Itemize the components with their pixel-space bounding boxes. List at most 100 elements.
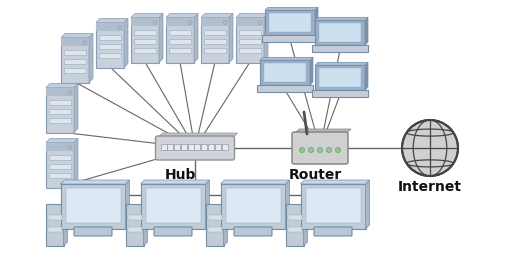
- Polygon shape: [61, 180, 129, 184]
- Polygon shape: [124, 18, 128, 68]
- FancyBboxPatch shape: [166, 17, 194, 26]
- FancyBboxPatch shape: [99, 53, 121, 58]
- FancyBboxPatch shape: [315, 20, 365, 45]
- Polygon shape: [315, 7, 318, 35]
- Polygon shape: [365, 62, 368, 90]
- FancyBboxPatch shape: [306, 188, 361, 223]
- Circle shape: [309, 148, 314, 153]
- Circle shape: [188, 21, 192, 25]
- Circle shape: [402, 120, 458, 176]
- FancyBboxPatch shape: [208, 214, 222, 220]
- Circle shape: [258, 21, 262, 25]
- FancyBboxPatch shape: [181, 144, 187, 150]
- Circle shape: [318, 148, 323, 153]
- FancyBboxPatch shape: [319, 68, 361, 87]
- FancyBboxPatch shape: [49, 109, 71, 114]
- FancyBboxPatch shape: [64, 59, 86, 64]
- FancyBboxPatch shape: [312, 45, 368, 52]
- FancyBboxPatch shape: [127, 227, 141, 232]
- FancyBboxPatch shape: [161, 144, 167, 150]
- FancyBboxPatch shape: [134, 48, 156, 53]
- FancyBboxPatch shape: [169, 30, 191, 35]
- FancyBboxPatch shape: [47, 227, 62, 232]
- FancyBboxPatch shape: [64, 50, 86, 55]
- FancyBboxPatch shape: [312, 90, 368, 97]
- FancyBboxPatch shape: [49, 118, 71, 122]
- FancyBboxPatch shape: [49, 155, 71, 160]
- FancyBboxPatch shape: [49, 164, 71, 169]
- FancyBboxPatch shape: [134, 30, 156, 35]
- FancyBboxPatch shape: [66, 188, 121, 223]
- FancyBboxPatch shape: [221, 184, 285, 229]
- FancyBboxPatch shape: [257, 85, 313, 92]
- FancyBboxPatch shape: [239, 39, 261, 44]
- Circle shape: [223, 21, 227, 25]
- FancyBboxPatch shape: [300, 184, 366, 229]
- Polygon shape: [46, 139, 78, 143]
- Polygon shape: [143, 200, 147, 246]
- FancyBboxPatch shape: [61, 37, 89, 46]
- FancyBboxPatch shape: [208, 227, 222, 232]
- Circle shape: [118, 26, 122, 30]
- FancyBboxPatch shape: [140, 184, 206, 229]
- FancyBboxPatch shape: [46, 143, 74, 187]
- FancyBboxPatch shape: [208, 144, 214, 150]
- FancyBboxPatch shape: [174, 144, 180, 150]
- FancyBboxPatch shape: [262, 35, 318, 42]
- Polygon shape: [264, 13, 268, 63]
- FancyBboxPatch shape: [74, 227, 112, 236]
- Polygon shape: [260, 57, 313, 60]
- FancyBboxPatch shape: [222, 144, 227, 150]
- FancyBboxPatch shape: [236, 17, 264, 26]
- Text: Internet: Internet: [398, 180, 462, 194]
- Polygon shape: [194, 13, 198, 63]
- Polygon shape: [236, 13, 268, 17]
- Circle shape: [335, 148, 340, 153]
- FancyBboxPatch shape: [99, 44, 121, 49]
- FancyBboxPatch shape: [134, 39, 156, 44]
- FancyBboxPatch shape: [156, 136, 234, 160]
- FancyBboxPatch shape: [96, 22, 124, 31]
- FancyBboxPatch shape: [204, 39, 226, 44]
- Text: Hub: Hub: [164, 168, 196, 182]
- FancyBboxPatch shape: [314, 227, 352, 236]
- FancyBboxPatch shape: [131, 17, 159, 63]
- Polygon shape: [365, 17, 368, 45]
- Polygon shape: [158, 133, 237, 138]
- Polygon shape: [229, 13, 233, 63]
- FancyBboxPatch shape: [287, 227, 301, 232]
- Polygon shape: [74, 139, 78, 187]
- Circle shape: [68, 145, 72, 149]
- FancyBboxPatch shape: [167, 144, 173, 150]
- Circle shape: [153, 21, 157, 25]
- FancyBboxPatch shape: [188, 144, 193, 150]
- FancyBboxPatch shape: [49, 100, 71, 105]
- FancyBboxPatch shape: [319, 23, 361, 42]
- FancyBboxPatch shape: [260, 60, 310, 85]
- Polygon shape: [300, 180, 370, 184]
- FancyBboxPatch shape: [99, 35, 121, 40]
- FancyBboxPatch shape: [154, 227, 192, 236]
- Polygon shape: [96, 18, 128, 22]
- FancyBboxPatch shape: [204, 48, 226, 53]
- FancyBboxPatch shape: [201, 17, 229, 26]
- FancyBboxPatch shape: [61, 37, 89, 82]
- FancyBboxPatch shape: [126, 204, 143, 246]
- FancyBboxPatch shape: [194, 144, 200, 150]
- FancyBboxPatch shape: [47, 214, 62, 220]
- Polygon shape: [201, 13, 233, 17]
- Polygon shape: [64, 200, 68, 246]
- Circle shape: [68, 91, 72, 95]
- FancyBboxPatch shape: [49, 173, 71, 178]
- FancyBboxPatch shape: [46, 87, 74, 133]
- FancyBboxPatch shape: [64, 68, 86, 73]
- Polygon shape: [74, 83, 78, 133]
- Polygon shape: [304, 200, 308, 246]
- FancyBboxPatch shape: [169, 39, 191, 44]
- Polygon shape: [265, 7, 318, 10]
- Polygon shape: [206, 180, 210, 229]
- FancyBboxPatch shape: [46, 87, 74, 96]
- FancyBboxPatch shape: [285, 204, 304, 246]
- Polygon shape: [126, 180, 129, 229]
- FancyBboxPatch shape: [239, 48, 261, 53]
